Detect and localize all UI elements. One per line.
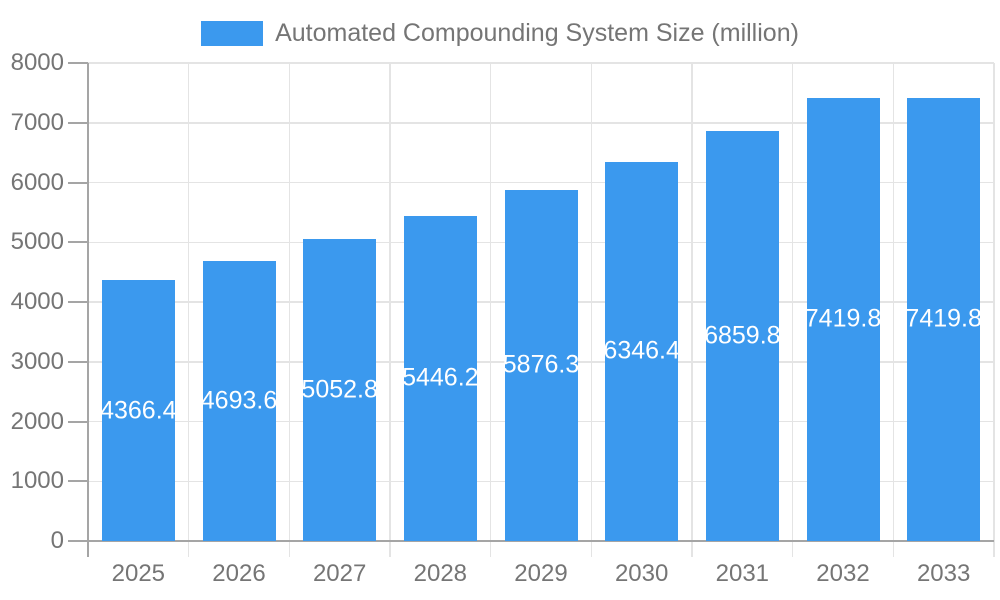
x-tick [993, 541, 995, 557]
y-tick [68, 360, 88, 363]
y-axis-label: 3000 [10, 347, 64, 375]
y-tick [68, 121, 88, 124]
legend-swatch-icon [201, 21, 264, 46]
bar-value-label: 7419.8 [905, 304, 982, 333]
gridline-v [993, 63, 995, 541]
bar-value-label: 4693.6 [200, 386, 278, 415]
y-tick [68, 301, 88, 303]
x-axis-label: 2029 [514, 560, 568, 587]
x-tick [892, 541, 895, 557]
y-tick [68, 420, 88, 423]
x-axis-label: 2028 [413, 560, 468, 587]
y-axis-label: 4000 [10, 288, 64, 315]
y-axis-label: 6000 [10, 168, 64, 196]
bar-value-label: 4366.4 [100, 396, 177, 425]
x-tick [691, 541, 693, 557]
y-axis-label: 5000 [10, 228, 64, 256]
y-axis-line [87, 63, 89, 557]
gridline-v [590, 63, 593, 541]
legend-label: Automated Compounding System Size (milli… [275, 19, 799, 47]
x-tick [187, 541, 190, 557]
x-tick [590, 541, 593, 557]
x-axis-label: 2025 [111, 560, 166, 587]
x-tick [389, 541, 391, 557]
legend-item[interactable]: Automated Compounding System Size (milli… [201, 19, 799, 48]
bar-value-label: 7419.8 [804, 304, 882, 333]
x-tick [791, 541, 794, 557]
gridline-v [691, 63, 693, 541]
y-tick [68, 62, 88, 64]
y-axis-label: 8000 [10, 49, 64, 76]
x-axis-label: 2027 [312, 560, 367, 587]
bar-2031[interactable] [705, 131, 779, 541]
x-axis-label: 2026 [212, 560, 266, 587]
x-axis-line [87, 540, 994, 542]
x-axis-label: 2031 [715, 560, 770, 587]
bar-value-label: 6859.8 [704, 321, 781, 350]
gridline-v [187, 63, 190, 541]
legend: Automated Compounding System Size (milli… [0, 19, 1000, 48]
bar-2028[interactable] [403, 215, 477, 541]
bar-value-label: 6346.4 [603, 336, 680, 365]
bar-2029[interactable] [504, 189, 578, 541]
gridline-h [88, 122, 994, 124]
gridline-h [88, 62, 994, 64]
y-axis-label: 2000 [10, 407, 64, 435]
x-axis-label: 2032 [816, 560, 870, 587]
gridline-v [389, 63, 391, 541]
gridline-v [489, 63, 492, 541]
x-tick [288, 541, 291, 557]
gridline-v [791, 63, 794, 541]
bar-2026[interactable] [202, 260, 276, 541]
y-axis-label: 1000 [10, 467, 64, 495]
y-axis-label: 7000 [10, 108, 64, 136]
bar-2032[interactable] [806, 97, 880, 541]
bar-2030[interactable] [605, 161, 679, 541]
bar-2027[interactable] [303, 239, 377, 541]
bar-2033[interactable] [907, 97, 981, 541]
bar-value-label: 5446.2 [402, 363, 479, 392]
y-tick [68, 540, 88, 542]
gridline-v [892, 63, 895, 541]
gridline-v [288, 63, 291, 541]
bar-value-label: 5876.3 [502, 350, 580, 379]
x-tick [489, 541, 492, 557]
y-tick [68, 181, 88, 184]
x-axis-label: 2033 [916, 560, 971, 587]
y-tick [68, 241, 88, 244]
bar-value-label: 5052.8 [301, 375, 378, 404]
x-axis-label: 2030 [614, 560, 669, 587]
gridline-h [88, 181, 994, 184]
bar-2025[interactable] [101, 280, 175, 541]
y-tick [68, 480, 88, 483]
y-axis-label: 0 [50, 527, 64, 554]
